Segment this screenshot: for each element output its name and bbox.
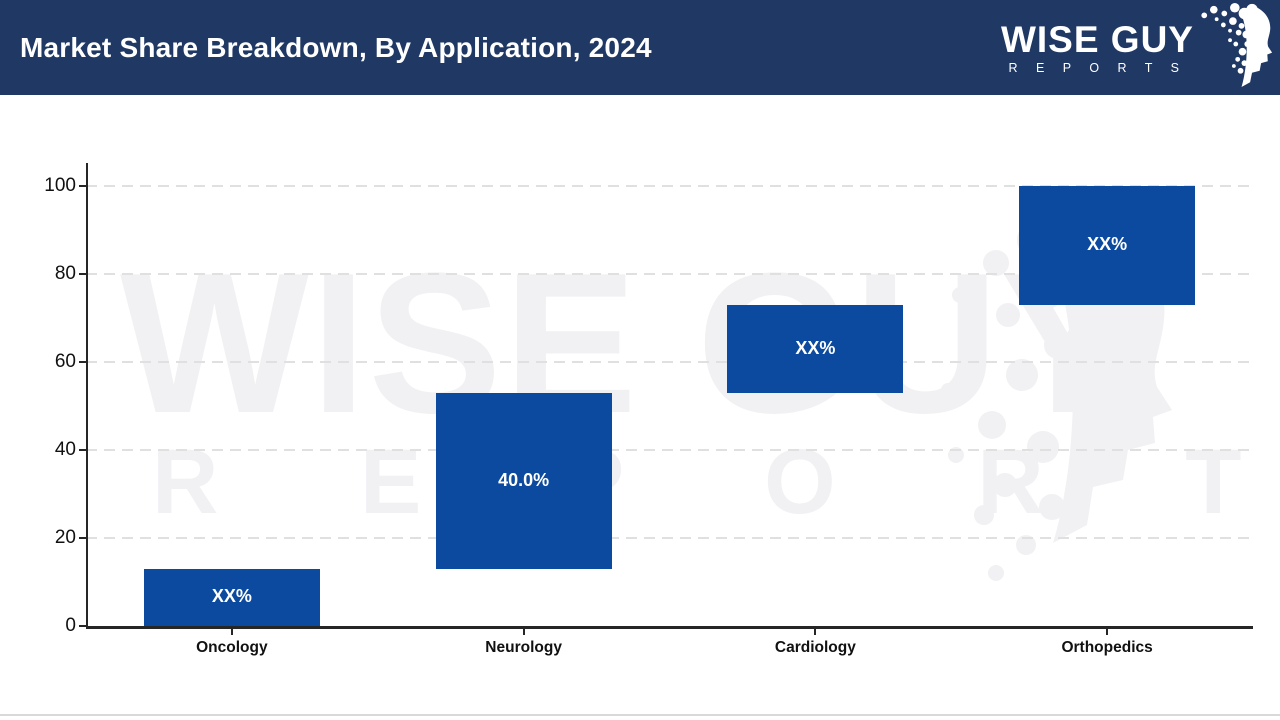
x-axis-line [86,626,1253,629]
category-label: Oncology [196,639,268,656]
bar-value-label: XX% [1087,234,1128,255]
y-tick-label: 20 [54,527,76,548]
gridline [86,273,1253,275]
gridline [86,537,1253,539]
y-axis-line [86,163,88,629]
y-tick-label: 60 [54,351,76,372]
y-axis-tick [79,273,86,275]
brand-logo: WISE GUY R E P O R T S [1001,0,1280,95]
category-label: Orthopedics [1061,639,1153,656]
brand-logo-text: WISE GUY R E P O R T S [1001,21,1194,75]
x-axis-tick [230,628,233,635]
y-tick-label: 100 [44,175,76,196]
bar-value-label: XX% [211,586,252,607]
x-axis-tick [814,628,817,635]
y-axis-tick [79,625,86,627]
y-axis-tick [79,185,86,187]
x-axis-tick [1106,628,1109,635]
gridline [86,185,1253,187]
brand-subtitle: R E P O R T S [1008,60,1187,75]
y-tick-label: 40 [54,439,76,460]
bar-oncology [143,568,320,626]
bar-cardiology [727,304,904,393]
bar-value-label: XX% [795,337,836,358]
y-axis-tick [79,537,86,539]
y-tick-label: 0 [65,615,76,636]
gridline [86,361,1253,363]
bar-value-label: 40.0% [498,469,550,490]
gridline [86,449,1253,451]
bar-orthopedics [1019,186,1196,305]
x-axis-tick [522,628,525,635]
category-label: Cardiology [774,639,856,656]
header-bar: Market Share Breakdown, By Application, … [0,0,1280,95]
y-axis-tick [79,361,86,363]
footer-divider [0,714,1280,716]
y-tick-label: 80 [54,263,76,284]
bar-neurology [435,392,612,569]
category-label: Neurology [485,639,562,656]
brand-face-icon [1188,0,1274,95]
brand-name: WISE GUY [1000,18,1194,60]
page-title: Market Share Breakdown, By Application, … [20,31,652,63]
y-axis-tick [79,449,86,451]
